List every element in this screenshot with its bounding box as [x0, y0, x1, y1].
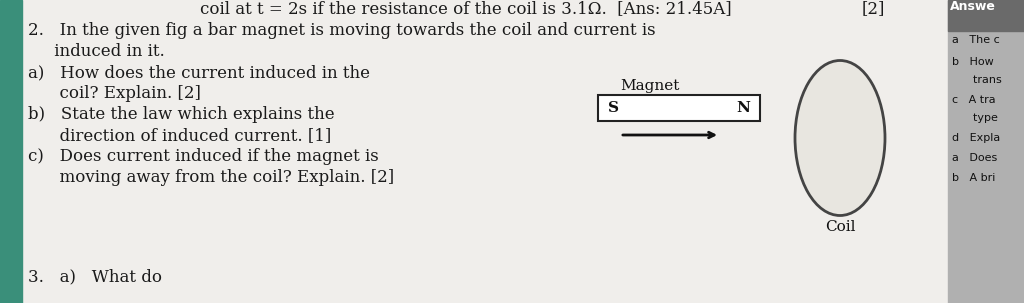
Text: type: type: [952, 113, 997, 123]
Text: a   Does: a Does: [952, 153, 997, 163]
Text: Coil: Coil: [824, 220, 855, 234]
Text: b   A bri: b A bri: [952, 173, 995, 183]
Text: c   A tra: c A tra: [952, 95, 995, 105]
Text: c)   Does current induced if the magnet is: c) Does current induced if the magnet is: [28, 148, 379, 165]
Text: b   How: b How: [952, 57, 993, 67]
Text: induced in it.: induced in it.: [28, 43, 165, 60]
Bar: [0, 0, 22, 303]
Text: N: N: [736, 101, 750, 115]
Text: Magnet: Magnet: [620, 79, 679, 93]
Text: coil? Explain. [2]: coil? Explain. [2]: [28, 85, 201, 102]
Bar: [598, 95, 760, 121]
Text: moving away from the coil? Explain. [2]: moving away from the coil? Explain. [2]: [28, 169, 394, 186]
Text: a)   How does the current induced in the: a) How does the current induced in the: [28, 64, 370, 81]
Text: direction of induced current. [1]: direction of induced current. [1]: [28, 127, 331, 144]
Text: coil at t = 2s if the resistance of the coil is 3.1Ω.  [Ans: 21.45A]: coil at t = 2s if the resistance of the …: [200, 0, 731, 17]
Text: Answe: Answe: [950, 0, 996, 13]
Text: a   The c: a The c: [952, 35, 999, 45]
Text: 2.   In the given fig a bar magnet is moving towards the coil and current is: 2. In the given fig a bar magnet is movi…: [28, 22, 655, 39]
Text: d   Expla: d Expla: [952, 133, 1000, 143]
Bar: [948, 0, 1024, 303]
Text: 3.   a)   What do: 3. a) What do: [28, 268, 162, 285]
Text: trans: trans: [952, 75, 1001, 85]
Text: S: S: [608, 101, 618, 115]
Text: [2]: [2]: [862, 0, 886, 17]
Text: b)   State the law which explains the: b) State the law which explains the: [28, 106, 335, 123]
Ellipse shape: [795, 61, 885, 215]
Bar: [948, 0, 1024, 31]
